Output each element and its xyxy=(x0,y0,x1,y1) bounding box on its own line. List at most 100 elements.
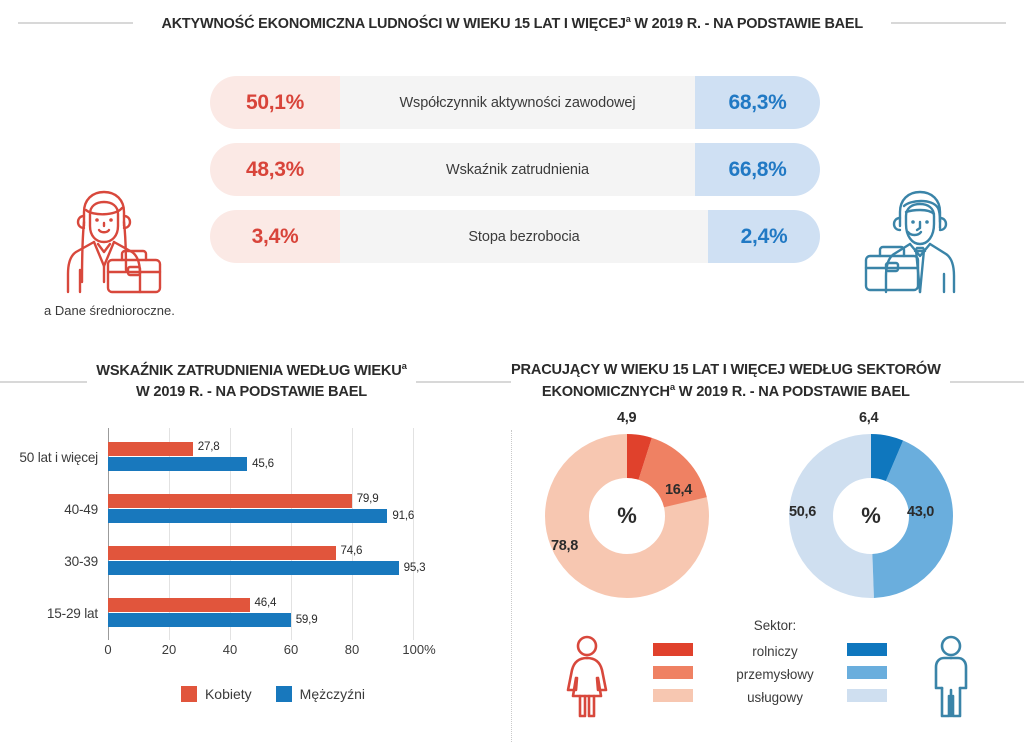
bar-mezczyzni xyxy=(108,561,399,575)
bar-chart-legend: Kobiety Mężczyźni xyxy=(108,686,438,702)
kpi-label: Wskaźnik zatrudnienia xyxy=(340,143,695,196)
female-pictogram-icon xyxy=(559,634,615,725)
legend-item-kobiety: Kobiety xyxy=(180,686,252,702)
header-rule-right xyxy=(891,22,1007,25)
sector-swatch-rolniczy-red xyxy=(653,643,693,656)
sector-legend-item-przemyslowy: przemysłowy xyxy=(736,667,814,683)
bar-chart-title-line2: W 2019 R. - NA PODSTAWIE BAEL xyxy=(136,384,367,401)
sector-swatches-mezczyzni xyxy=(847,643,887,712)
page-header: AKTYWNOŚĆ EKONOMICZNA LUDNOŚCI W WIEKU 1… xyxy=(0,14,1024,32)
bar-kobiety xyxy=(108,546,336,560)
sector-legend-item-rolniczy: rolniczy xyxy=(752,644,798,659)
kpi-label: Współczynnik aktywności zawodowej xyxy=(340,76,695,129)
donut-mezczyzni-svg xyxy=(789,434,953,598)
kpi-female-value: 48,3% xyxy=(210,143,340,196)
sector-legend-item-uslugowy: usługowy xyxy=(747,690,803,706)
bar-kobiety xyxy=(108,598,250,612)
donut-slice-przemyslowy xyxy=(789,434,953,598)
legend-swatch-kobiety xyxy=(180,686,197,702)
gridline xyxy=(291,428,292,640)
donut-label-rolniczy: 6,4 xyxy=(859,410,879,426)
legend-label-kobiety: Kobiety xyxy=(204,686,252,702)
bar-chart-gridlines xyxy=(108,428,414,640)
donut-chart-title-line2-pre: EKONOMICZNYCH xyxy=(541,384,670,401)
kpi-label: Stopa bezrobocia xyxy=(340,210,708,263)
bar-chart-title-line1: WSKAŹNIK ZATRUDNIENIA WEDŁUG WIEKU xyxy=(96,362,402,379)
bar-kobiety xyxy=(108,442,193,456)
sector-legend-heading: Sektor: xyxy=(753,618,797,633)
bar-chart-axis-zero xyxy=(108,428,109,640)
bar-mezczyzni xyxy=(108,613,291,627)
legend-item-mezczyzni: Mężczyźni xyxy=(275,686,366,702)
sector-swatch-uslugowy-red xyxy=(653,689,693,702)
bar-title-rule-right xyxy=(415,380,511,383)
gridline xyxy=(169,428,170,640)
gridline xyxy=(230,428,231,640)
x-tick-label: 40 xyxy=(222,642,238,657)
donut-label-przemyslowy: 16,4 xyxy=(665,482,693,498)
bottom-section: WSKAŹNIK ZATRUDNIENIA WEDŁUG WIEKUa W 20… xyxy=(0,352,1024,748)
bar-mezczyzni xyxy=(108,457,248,471)
donut-chart-title: PRACUJĄCY W WIEKU 15 LAT I WIĘCEJ WEDŁUG… xyxy=(511,360,941,403)
bar-value-label: 74,6 xyxy=(340,544,363,557)
kpi-female-value: 50,1% xyxy=(210,76,340,129)
x-tick-label: 80 xyxy=(344,642,360,657)
kpi-row: 50,1% Współczynnik aktywności zawodowej … xyxy=(210,76,820,129)
panel-divider xyxy=(511,430,512,742)
donut-chart-title-line2-post: W 2019 R. - NA PODSTAWIE BAEL xyxy=(674,384,910,401)
bar-chart-footnote-marker: a xyxy=(401,361,407,372)
businessman-icon xyxy=(848,182,974,305)
x-tick-label: 0 xyxy=(104,642,112,657)
bar-value-label: 91,6 xyxy=(392,509,415,522)
donut-label-uslugowy: 50,6 xyxy=(789,504,817,520)
bar-value-label: 46,4 xyxy=(254,596,277,609)
kpi-male-value: 68,3% xyxy=(695,76,820,129)
bar-category-label: 30-39 xyxy=(64,554,98,569)
donut-chart-footnote-marker: a xyxy=(669,382,675,394)
gridline xyxy=(413,428,414,640)
businesswoman-icon xyxy=(46,182,174,305)
donut-slice-rolniczy xyxy=(789,434,953,598)
bar-chart-category-labels: 50 lat i więcej 40-49 30-39 15-29 lat xyxy=(0,428,104,640)
kpi-row: 3,4% Stopa bezrobocia 2,4% xyxy=(210,210,820,263)
kpi-male-value: 66,8% xyxy=(695,143,820,196)
kpi-male-value: 2,4% xyxy=(708,210,820,263)
footnote-top: a Dane średnioroczne. xyxy=(44,303,175,318)
donut-label-rolniczy: 4,9 xyxy=(617,410,637,426)
page-title-main: AKTYWNOŚĆ EKONOMICZNA LUDNOŚCI W WIEKU 1… xyxy=(161,15,626,33)
legend-swatch-mezczyzni xyxy=(275,686,292,702)
page-title-footnote-marker: a xyxy=(625,14,631,25)
bar-category-label: 40-49 xyxy=(64,502,98,517)
bar-value-label: 45,6 xyxy=(252,457,274,470)
sector-swatch-rolniczy-blue xyxy=(847,643,887,656)
page-title-tail: W 2019 R. - NA PODSTAWIE BAEL xyxy=(630,15,863,33)
bar-value-label: 95,3 xyxy=(403,561,426,574)
kpi-block: 50,1% Współczynnik aktywności zawodowej … xyxy=(0,64,1024,294)
donut-mezczyzni-center-label: % xyxy=(837,482,905,550)
sector-swatch-przemyslowy-blue xyxy=(847,666,887,679)
x-tick-label: 100% xyxy=(402,642,436,657)
kpi-pill-list: 50,1% Współczynnik aktywności zawodowej … xyxy=(210,76,820,277)
bar-chart-panel: WSKAŹNIK ZATRUDNIENIA WEDŁUG WIEKUa W 20… xyxy=(0,352,511,748)
donut-slice-rolniczy xyxy=(545,434,709,598)
bar-title-rule-left xyxy=(0,380,88,383)
page-title: AKTYWNOŚĆ EKONOMICZNA LUDNOŚCI W WIEKU 1… xyxy=(161,14,863,32)
bar-value-label: 59,9 xyxy=(295,613,318,626)
legend-label-mezczyzni: Mężczyźni xyxy=(299,686,366,702)
kpi-female-value: 3,4% xyxy=(210,210,340,263)
sector-legend: Sektor: rolniczy przemysłowy usługowy xyxy=(711,618,839,709)
donut-chart-title-line1: PRACUJĄCY W WIEKU 15 LAT I WIĘCEJ WEDŁUG… xyxy=(511,362,941,378)
bar-chart: 50 lat i więcej 40-49 30-39 15-29 lat xyxy=(0,428,511,702)
donut-mezczyzni-graphic: % 6,4 43,0 50,6 xyxy=(789,410,953,598)
x-tick-label: 60 xyxy=(283,642,299,657)
bar-category-label: 50 lat i więcej xyxy=(19,450,98,465)
donut-chart-title-box: PRACUJĄCY W WIEKU 15 LAT I WIĘCEJ WEDŁUG… xyxy=(511,360,1024,403)
donut-kobiety-svg xyxy=(545,434,709,598)
gridline xyxy=(352,428,353,640)
bar-chart-plot-area: 27,8 45,6 79,9 91,6 74,6 95,3 46,4 xyxy=(108,428,426,640)
donut-label-przemyslowy: 43,0 xyxy=(907,504,935,520)
sector-swatch-przemyslowy-red xyxy=(653,666,693,679)
male-pictogram-icon xyxy=(923,634,979,725)
sector-swatch-uslugowy-blue xyxy=(847,689,887,702)
